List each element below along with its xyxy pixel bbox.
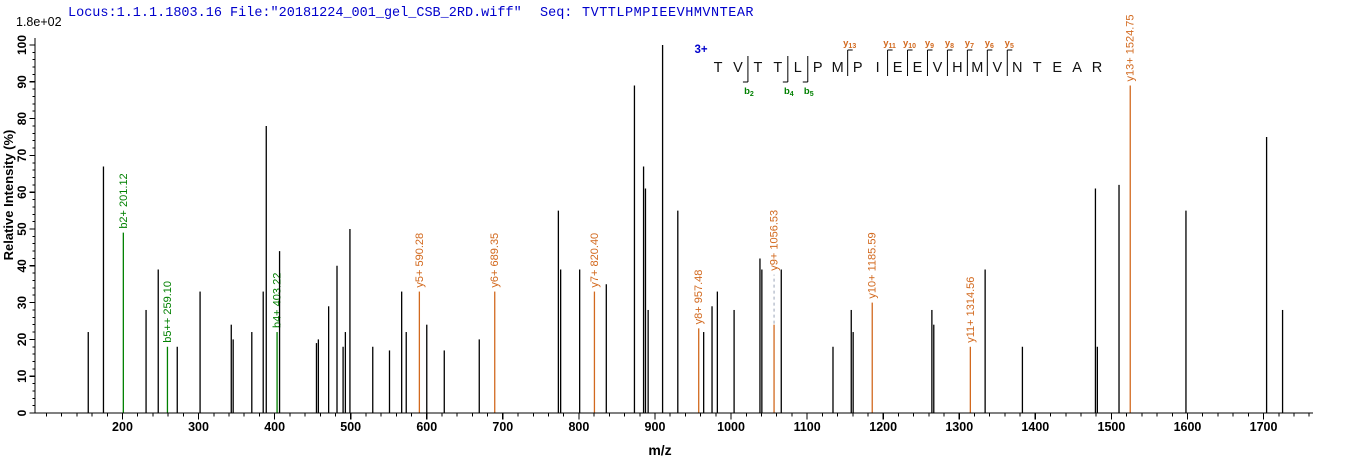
peak-label: y7+ 820.40 — [589, 233, 601, 288]
sequence-residue: L — [794, 60, 802, 76]
precursor-charge: 3+ — [694, 44, 707, 56]
y-ion-ladder-label: y8 — [945, 38, 954, 50]
y-ion-ladder-label: y11 — [883, 38, 896, 50]
x-tick-label: 1300 — [945, 420, 973, 434]
b-ion-ladder-label: b5 — [804, 86, 814, 98]
x-axis-title: m/z — [648, 442, 671, 458]
y-tick-label: 60 — [15, 185, 29, 199]
x-tick-label: 1500 — [1098, 420, 1126, 434]
x-tick-label: 1100 — [794, 420, 821, 434]
peak-label: y5+ 590.28 — [414, 233, 426, 288]
header-bar: Locus:1.1.1.1803.16 File:"20181224_001_g… — [0, 6, 1362, 26]
b-ion-ladder-label: b4 — [784, 86, 794, 98]
y-ion-ladder-label: y10 — [903, 38, 916, 50]
sequence-residue: T — [714, 60, 723, 76]
sequence-residue: V — [933, 60, 943, 76]
sequence-residue: N — [1012, 60, 1022, 76]
sequence-residue: T — [1033, 60, 1042, 76]
sequence-residue: E — [1052, 60, 1062, 76]
sequence-residue: H — [952, 60, 962, 76]
x-tick-label: 1600 — [1174, 420, 1202, 434]
y-tick-label: 10 — [15, 369, 29, 383]
peak-label: b2+ 201.12 — [118, 173, 130, 228]
sequence-residue: I — [876, 60, 880, 76]
x-tick-label: 200 — [112, 420, 133, 434]
x-tick-label: 1200 — [869, 420, 897, 434]
sequence-residue: P — [813, 60, 823, 76]
y-ion-ladder-label: y6 — [985, 38, 994, 50]
x-tick-label: 500 — [340, 420, 361, 434]
peak-label: y9+ 1056.53 — [769, 210, 781, 271]
y-tick-label: 40 — [15, 259, 29, 273]
sequence-residue: T — [753, 60, 762, 76]
y-tick-label: 30 — [15, 296, 29, 310]
sequence-residue: E — [893, 60, 903, 76]
peak-label: b4+ 403.22 — [272, 273, 284, 328]
sequence-residue: T — [773, 60, 782, 76]
y-ion-ladder-label: y5 — [1005, 38, 1014, 50]
seq-value: TVTTLPMPIEEVHMVNTEAR — [582, 6, 755, 21]
x-tick-label: 300 — [188, 420, 209, 434]
y-tick-label: 50 — [15, 222, 29, 236]
x-tick-label: 1400 — [1021, 420, 1049, 434]
peak-label: y8+ 957.48 — [693, 270, 705, 325]
sequence-residue: E — [913, 60, 923, 76]
peak-label: y10+ 1185.59 — [867, 232, 879, 298]
sequence-residue: V — [992, 60, 1002, 76]
y-tick-label: 90 — [15, 75, 29, 89]
y-tick-label: 80 — [15, 112, 29, 126]
peak-label: y11+ 1314.56 — [965, 277, 977, 343]
y-axis-title: Relative Intensity (%) — [1, 130, 16, 261]
x-tick-label: 600 — [416, 420, 437, 434]
y-ion-ladder-label: y9 — [925, 38, 934, 50]
sequence-residue: P — [853, 60, 863, 76]
x-tick-label: 700 — [492, 420, 513, 434]
peak-label: y6+ 689.35 — [489, 233, 501, 288]
x-tick-label: 900 — [645, 420, 666, 434]
x-tick-label: 400 — [264, 420, 285, 434]
sequence-residue: V — [733, 60, 743, 76]
y-ion-ladder-label: y13 — [843, 38, 856, 50]
x-tick-label: 1700 — [1250, 420, 1278, 434]
peak-label: y13+ 1524.75 — [1125, 14, 1137, 81]
y-tick-label: 70 — [15, 148, 29, 162]
peak-label: b5++ 259.10 — [162, 281, 174, 343]
y-tick-label: 0 — [15, 409, 29, 416]
sequence-residue: R — [1092, 60, 1102, 76]
seq-label: Seq: — [540, 6, 573, 21]
sequence-residue: M — [832, 60, 844, 76]
sequence-residue: A — [1072, 60, 1082, 76]
x-tick-label: 1000 — [717, 420, 745, 434]
sequence-residue: M — [971, 60, 983, 76]
y-tick-label: 20 — [15, 332, 29, 346]
intensity-scale-label: 1.8e+02 — [16, 15, 62, 29]
y-ion-ladder-label: y7 — [965, 38, 974, 50]
b-ion-ladder-label: b2 — [744, 86, 754, 98]
y-tick-label: 100 — [15, 35, 29, 55]
locus-file-label: Locus:1.1.1.1803.16 File:"20181224_001_g… — [68, 6, 522, 21]
x-tick-label: 800 — [568, 420, 589, 434]
